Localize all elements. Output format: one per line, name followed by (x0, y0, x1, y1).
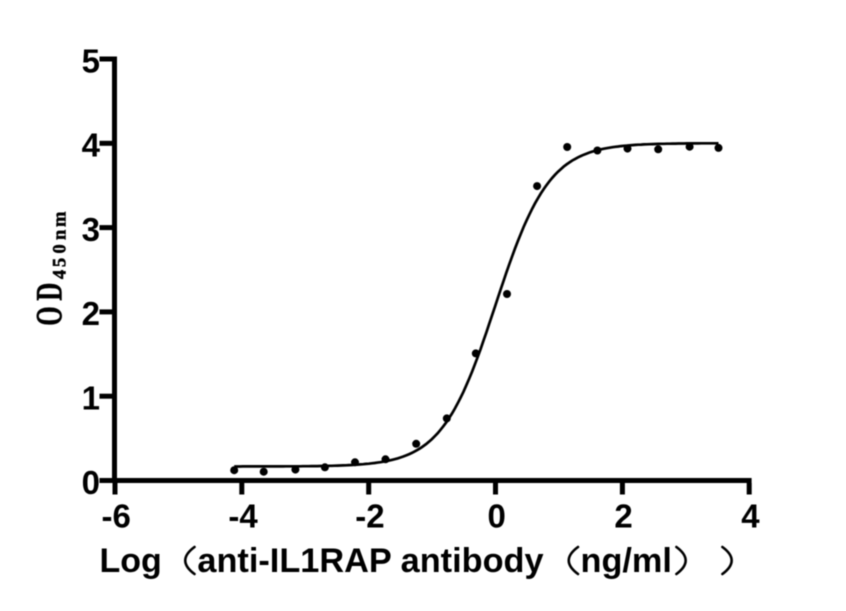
svg-text:0: 0 (488, 498, 506, 535)
svg-text:5: 5 (82, 42, 100, 79)
svg-text:D: D (29, 283, 70, 301)
svg-text:-2: -2 (355, 498, 384, 535)
svg-text:-6: -6 (102, 498, 131, 535)
svg-text:2: 2 (82, 295, 100, 332)
svg-text:-4: -4 (228, 498, 258, 535)
svg-text:1: 1 (82, 380, 100, 417)
svg-text:O: O (29, 306, 70, 325)
svg-text:4: 4 (82, 127, 101, 164)
svg-text:Log: Log (100, 542, 162, 580)
svg-text:2: 2 (614, 498, 632, 535)
svg-text:3: 3 (82, 211, 100, 248)
svg-text:ng/ml: ng/ml (581, 542, 672, 580)
svg-text:anti-IL1RAP antibody: anti-IL1RAP antibody (197, 542, 543, 580)
svg-text:0: 0 (82, 464, 100, 501)
svg-text:4: 4 (741, 498, 760, 535)
